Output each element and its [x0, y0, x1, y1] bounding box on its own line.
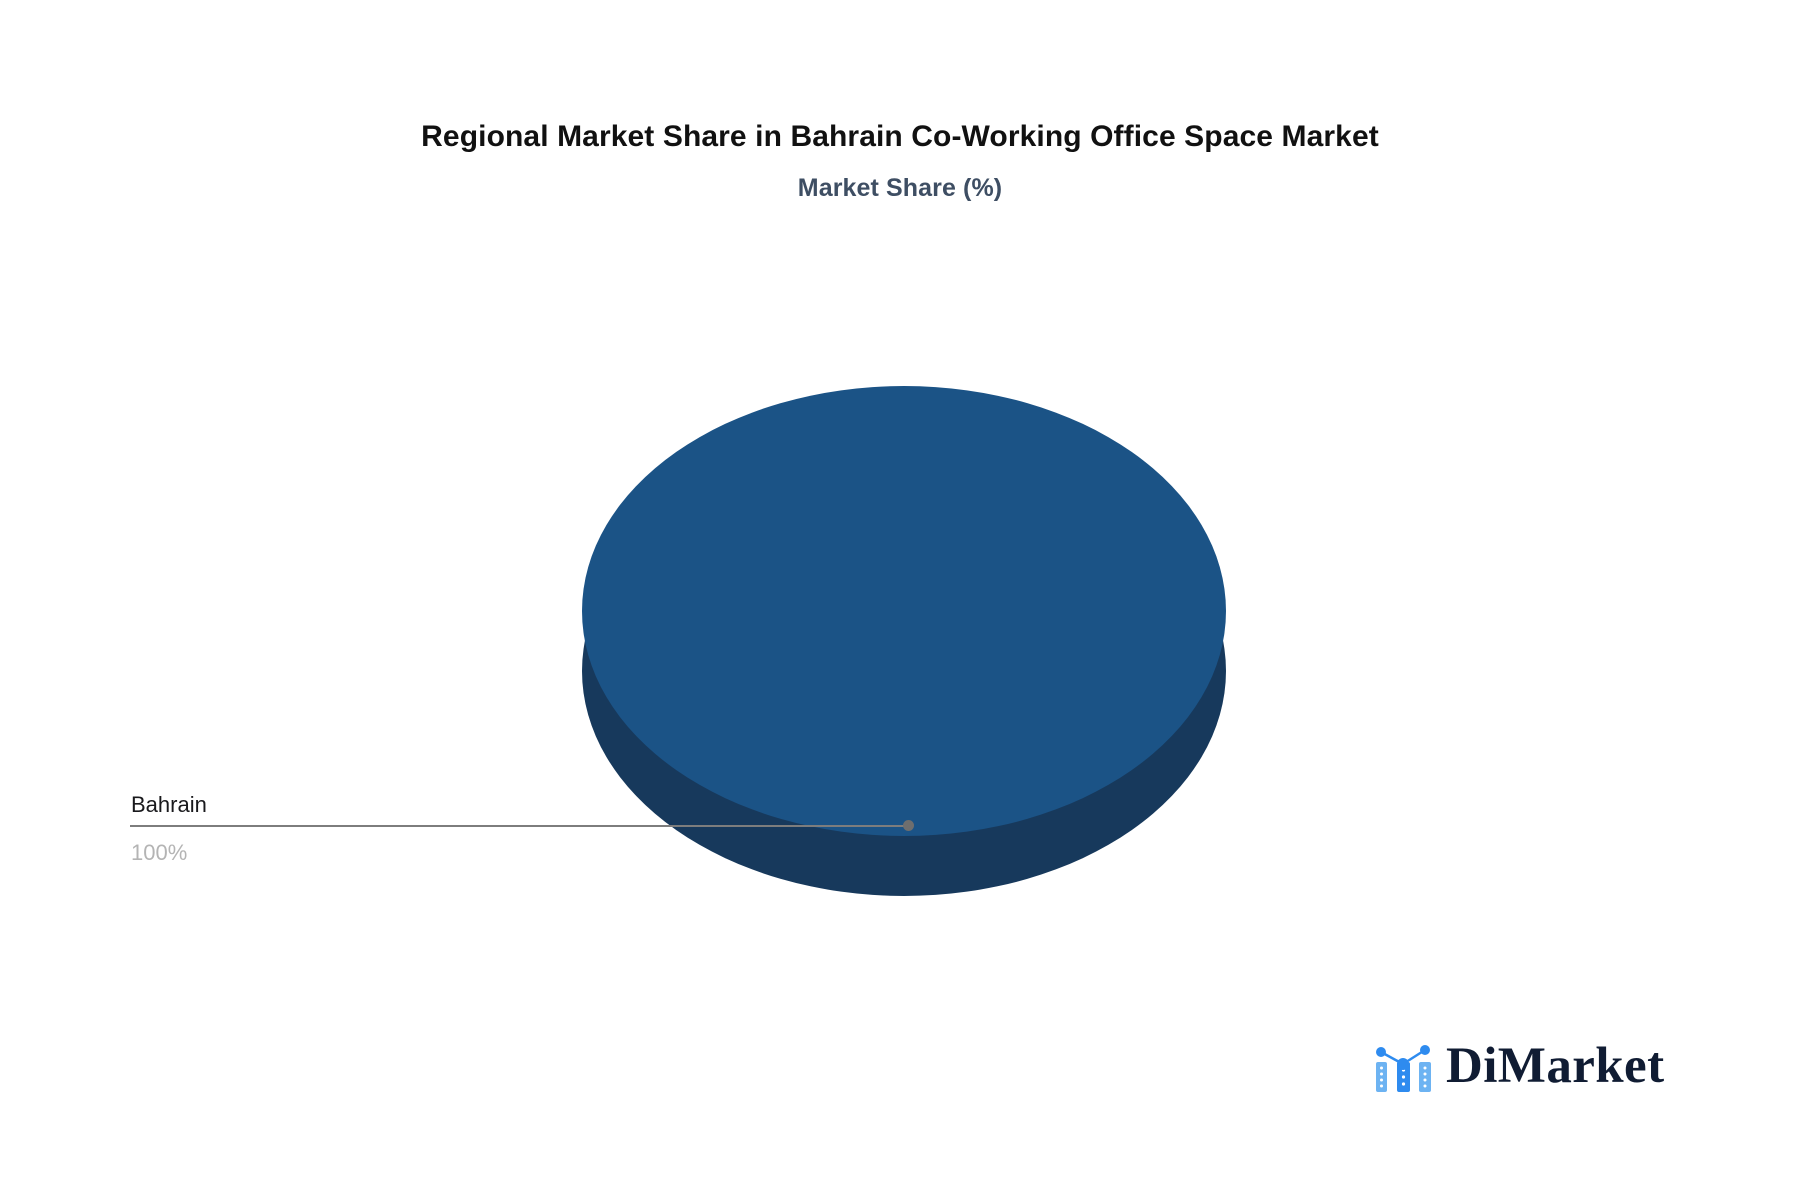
slice-value-bahrain: 100%: [131, 840, 188, 865]
chart-subtitle: Market Share (%): [797, 174, 1003, 202]
callout-leader-line: [130, 825, 912, 827]
pie-slice-top-bahrain[interactable]: [582, 386, 1226, 836]
bar-chart-icon: [1376, 1045, 1431, 1092]
chart-title: Regional Market Share in Bahrain Co-Work…: [421, 120, 1379, 153]
brand-name: DiMarket: [1446, 1037, 1665, 1094]
pie-graphic: [582, 386, 1226, 956]
chart-header: Regional Market Share in Bahrain Co-Work…: [0, 120, 1800, 203]
slice-label-bahrain: Bahrain: [131, 792, 207, 817]
brand-logo: DiMarket: [1372, 1038, 1664, 1094]
callout-leader-dot: [903, 820, 914, 831]
